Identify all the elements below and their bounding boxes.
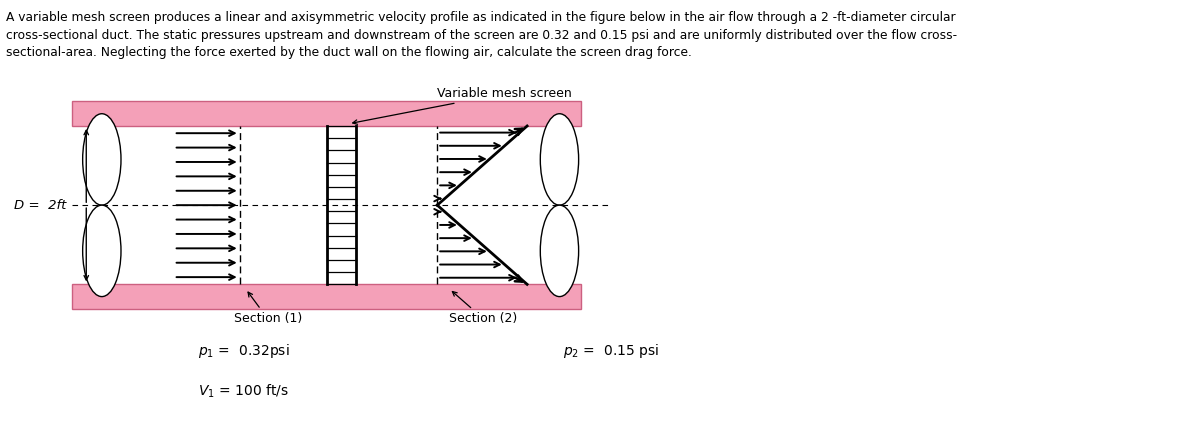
Ellipse shape (83, 205, 121, 297)
Text: $V_1$ = 100 ft/s: $V_1$ = 100 ft/s (198, 382, 289, 400)
Text: A variable mesh screen produces a linear and axisymmetric velocity profile as in: A variable mesh screen produces a linear… (6, 11, 957, 59)
Text: $p_2$ =  0.15 psi: $p_2$ = 0.15 psi (563, 343, 659, 360)
Text: Variable mesh screen: Variable mesh screen (352, 87, 571, 124)
Ellipse shape (540, 205, 579, 297)
Text: $p_1$ =  0.32psi: $p_1$ = 0.32psi (198, 343, 290, 360)
Text: D =  2ft: D = 2ft (13, 198, 66, 212)
Bar (72, 285, 581, 309)
Ellipse shape (540, 114, 579, 205)
Text: Section (2): Section (2) (449, 292, 518, 325)
Bar (72, 101, 581, 126)
Ellipse shape (83, 114, 121, 205)
Text: Section (1): Section (1) (234, 292, 302, 325)
